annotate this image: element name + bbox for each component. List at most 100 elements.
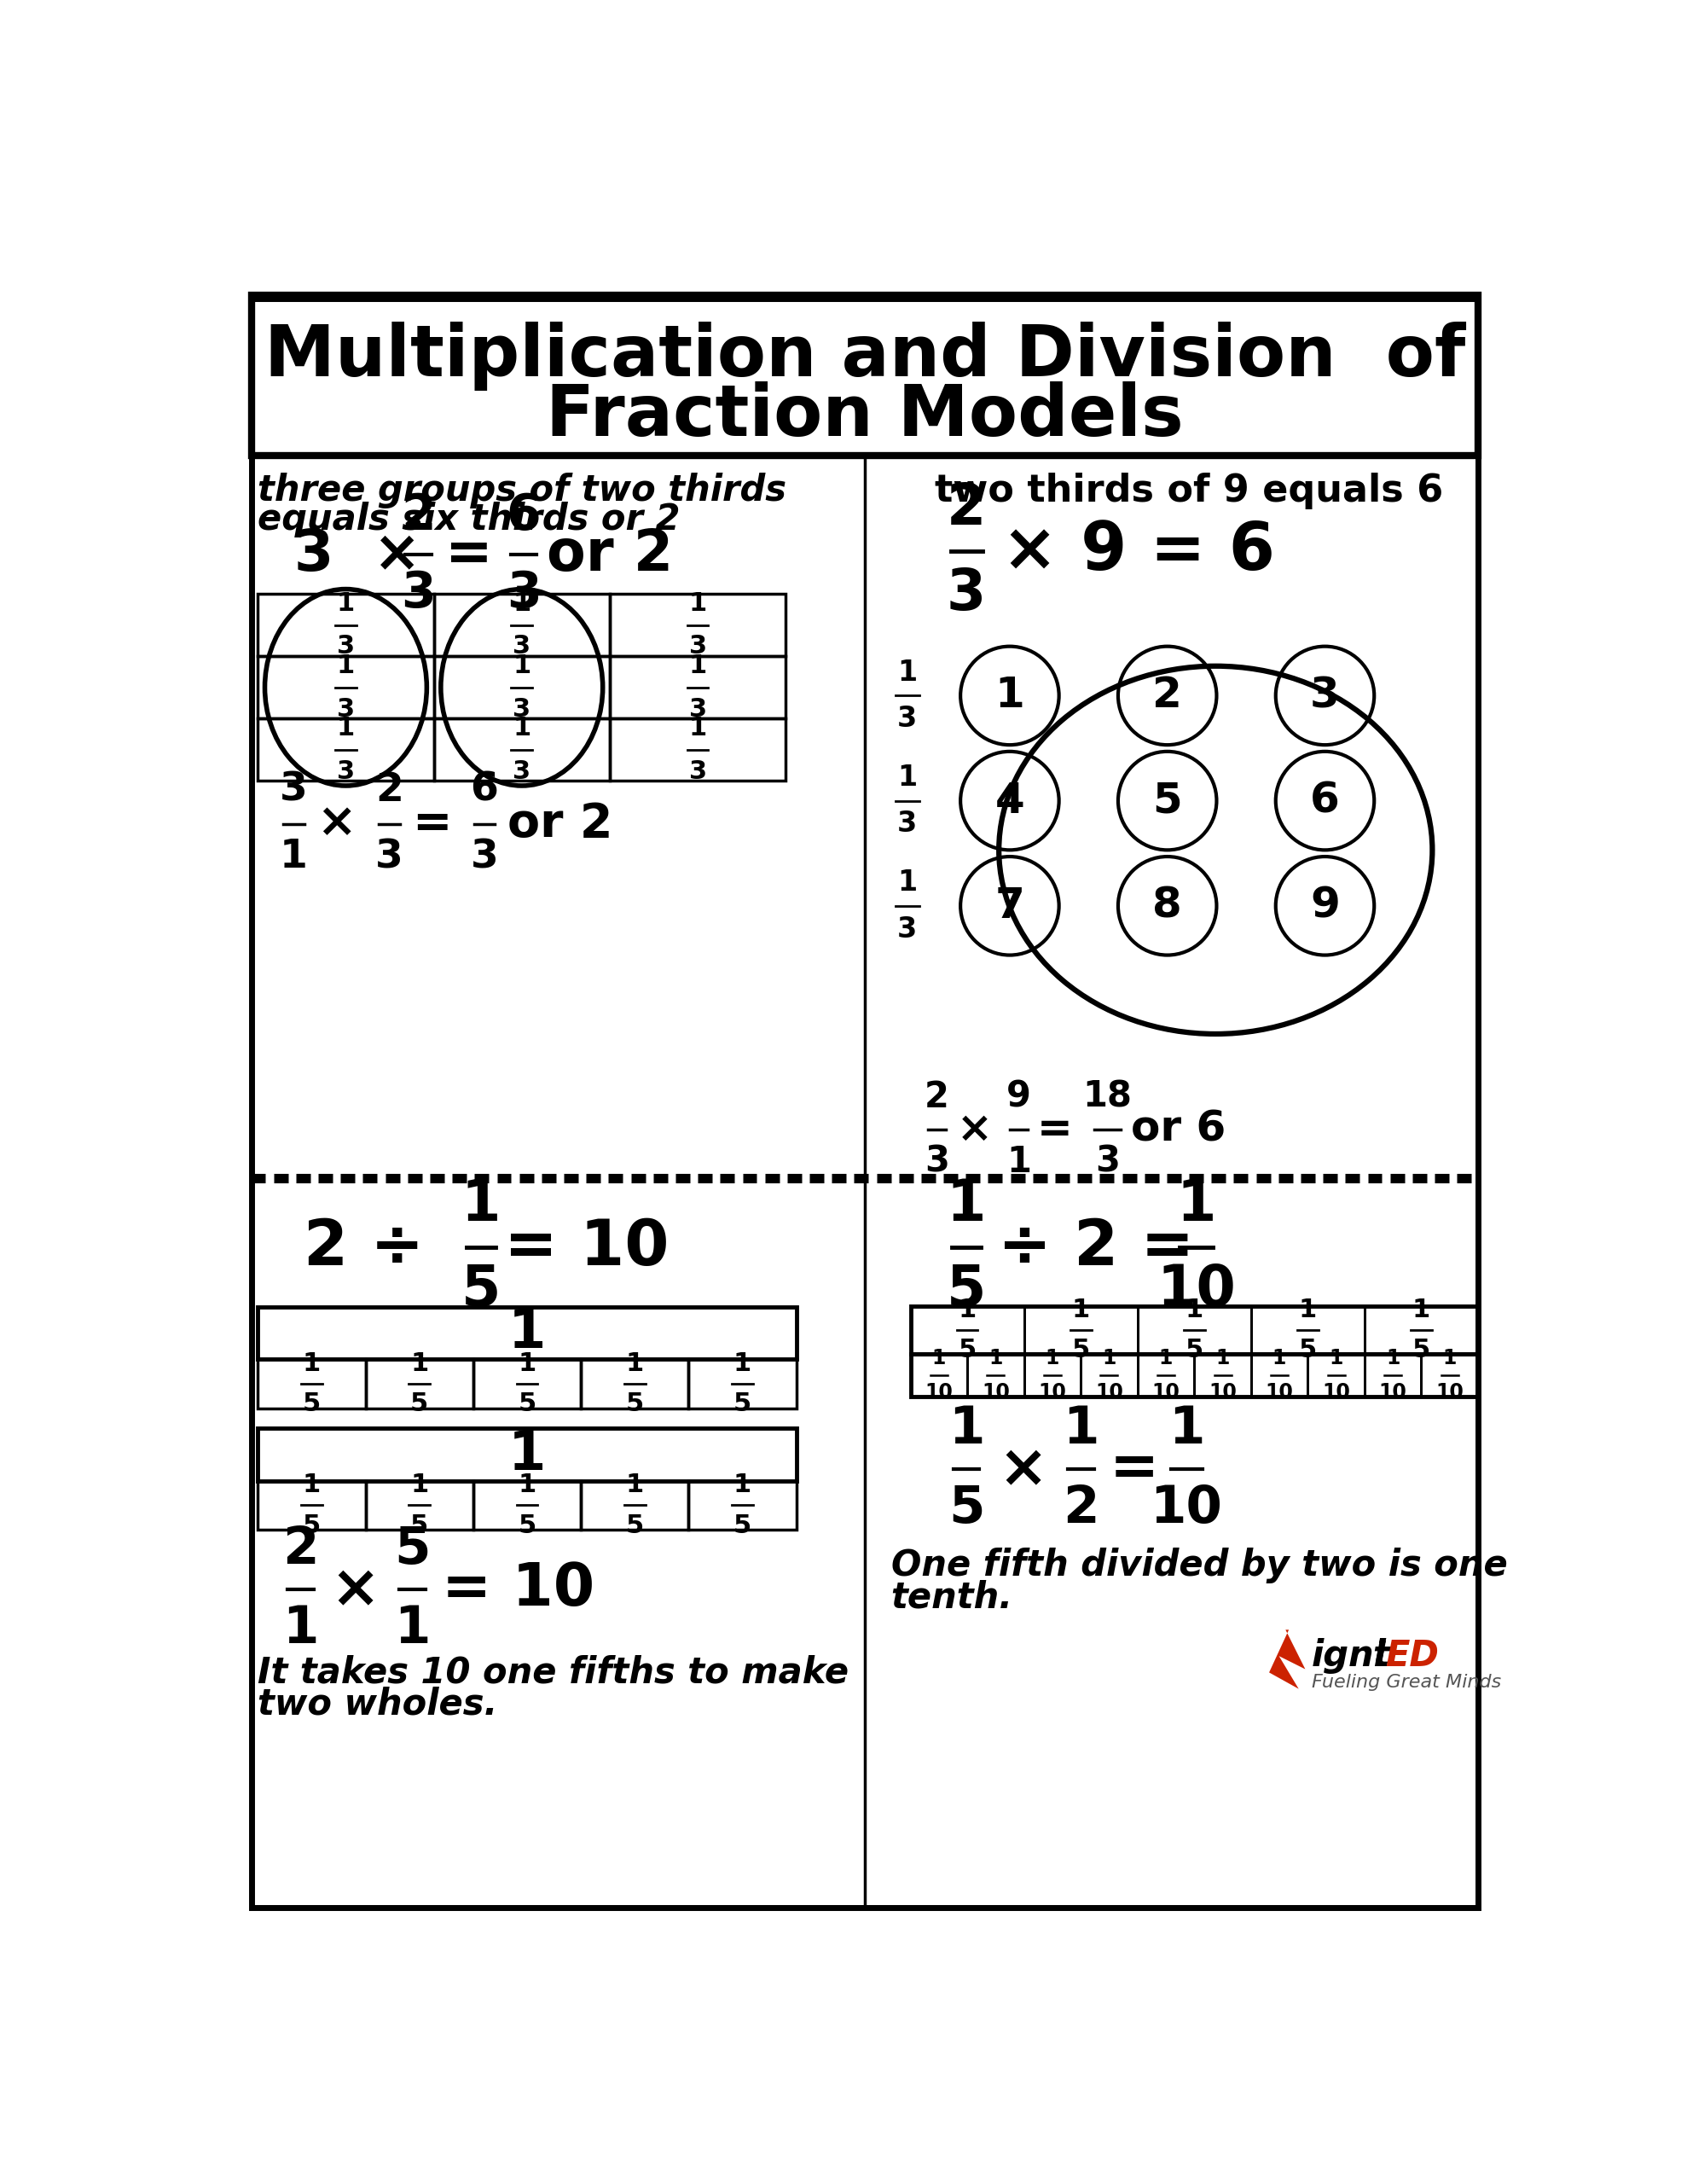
Text: 10: 10	[1208, 1382, 1237, 1402]
Text: 1: 1	[1272, 1348, 1287, 1369]
Text: 1: 1	[931, 1348, 946, 1369]
Text: equals six thirds or 2: equals six thirds or 2	[258, 502, 680, 537]
Text: 3: 3	[471, 839, 498, 876]
Text: 3: 3	[506, 568, 542, 618]
Text: 3: 3	[402, 568, 435, 618]
Text: 10: 10	[1151, 1483, 1223, 1533]
Bar	[258, 1306, 796, 1358]
Text: × 9 = 6: × 9 = 6	[1002, 518, 1275, 583]
Text: 1: 1	[337, 592, 354, 616]
Text: 10: 10	[1157, 1262, 1237, 1319]
Text: 1: 1	[1071, 1297, 1090, 1321]
Text: 5: 5	[410, 1514, 428, 1538]
Text: 1: 1	[410, 1472, 428, 1498]
Text: 5: 5	[958, 1339, 977, 1363]
Text: two thirds of 9 equals 6: two thirds of 9 equals 6	[935, 472, 1444, 509]
Text: 1: 1	[302, 1472, 321, 1498]
Text: 1: 1	[337, 716, 354, 740]
Text: 3: 3	[924, 1144, 950, 1179]
Text: 1: 1	[1385, 1348, 1400, 1369]
Text: 8: 8	[1152, 885, 1183, 926]
Text: ×: ×	[331, 1559, 380, 1618]
Text: 2: 2	[375, 771, 403, 810]
Text: 5: 5	[734, 1514, 751, 1538]
Bar	[472, 1358, 580, 1409]
Text: 3: 3	[688, 760, 707, 784]
Text: 10: 10	[1378, 1382, 1407, 1402]
Text: 3: 3	[513, 760, 531, 784]
Text: 1: 1	[518, 1472, 536, 1498]
Text: 1: 1	[958, 1297, 977, 1321]
Text: 6: 6	[506, 491, 542, 539]
Text: 1: 1	[946, 1177, 987, 1234]
Bar	[911, 1354, 1478, 1396]
Text: 1: 1	[734, 1352, 751, 1376]
Text: 1: 1	[513, 653, 531, 679]
Text: 5: 5	[1412, 1339, 1431, 1363]
Text: 5: 5	[626, 1514, 644, 1538]
Text: 1: 1	[688, 716, 707, 740]
Text: t: t	[1372, 1638, 1388, 1673]
Text: 1: 1	[1216, 1348, 1230, 1369]
Text: 1: 1	[513, 592, 531, 616]
Bar	[366, 1358, 472, 1409]
Bar	[258, 1428, 796, 1481]
Text: 5: 5	[1071, 1339, 1090, 1363]
Text: 1: 1	[1176, 1177, 1216, 1234]
Bar	[1420, 1354, 1478, 1396]
Bar	[580, 1358, 688, 1409]
Bar	[1137, 1354, 1194, 1396]
Text: 3: 3	[337, 697, 354, 721]
Text: 5: 5	[518, 1391, 536, 1417]
Bar	[911, 1354, 967, 1396]
Text: 5: 5	[1299, 1339, 1318, 1363]
Bar	[911, 1306, 1478, 1354]
Text: 3: 3	[337, 633, 354, 660]
Text: 10: 10	[1265, 1382, 1294, 1402]
Text: 5: 5	[395, 1524, 430, 1575]
Text: 1: 1	[1412, 1297, 1431, 1321]
Text: 1: 1	[1159, 1348, 1172, 1369]
Text: Multiplication and Division  of: Multiplication and Division of	[263, 321, 1466, 391]
Text: 1: 1	[897, 764, 918, 791]
Text: =: =	[412, 802, 452, 847]
Bar	[1307, 1354, 1365, 1396]
Text: 5: 5	[734, 1391, 751, 1417]
Text: 1: 1	[410, 1352, 428, 1376]
Text: ×: ×	[999, 1439, 1048, 1498]
Bar	[258, 1481, 366, 1531]
Text: 5: 5	[626, 1391, 644, 1417]
Text: Fraction Models: Fraction Models	[545, 380, 1184, 450]
Text: 3: 3	[513, 633, 531, 660]
Text: 3: 3	[1311, 675, 1339, 716]
Text: 18: 18	[1083, 1079, 1132, 1114]
Text: 10: 10	[1152, 1382, 1179, 1402]
Text: 3: 3	[513, 697, 531, 721]
Text: 6: 6	[471, 771, 498, 810]
Text: 5: 5	[302, 1391, 321, 1417]
Text: 10: 10	[982, 1382, 1011, 1402]
Text: 10: 10	[1095, 1382, 1124, 1402]
Bar	[609, 594, 786, 655]
Text: 1: 1	[1329, 1348, 1343, 1369]
Text: 3: 3	[946, 566, 987, 622]
Text: 4: 4	[995, 780, 1024, 821]
Text: 1: 1	[626, 1352, 644, 1376]
Text: ×: ×	[957, 1109, 992, 1149]
Text: 2 ÷: 2 ÷	[304, 1216, 423, 1278]
Bar	[1365, 1354, 1420, 1396]
Text: ×: ×	[317, 802, 356, 847]
Text: 1: 1	[1299, 1297, 1318, 1321]
Text: 1: 1	[518, 1352, 536, 1376]
Text: 1: 1	[1007, 1144, 1031, 1179]
Bar	[1252, 1354, 1307, 1396]
Bar	[609, 719, 786, 782]
Bar	[609, 655, 786, 719]
Text: 1: 1	[688, 592, 707, 616]
Bar	[1024, 1306, 1137, 1354]
Text: ED: ED	[1385, 1638, 1439, 1673]
Bar	[967, 1354, 1024, 1396]
Text: 5: 5	[461, 1262, 501, 1319]
Text: 10: 10	[1436, 1382, 1464, 1402]
Bar	[434, 594, 609, 655]
